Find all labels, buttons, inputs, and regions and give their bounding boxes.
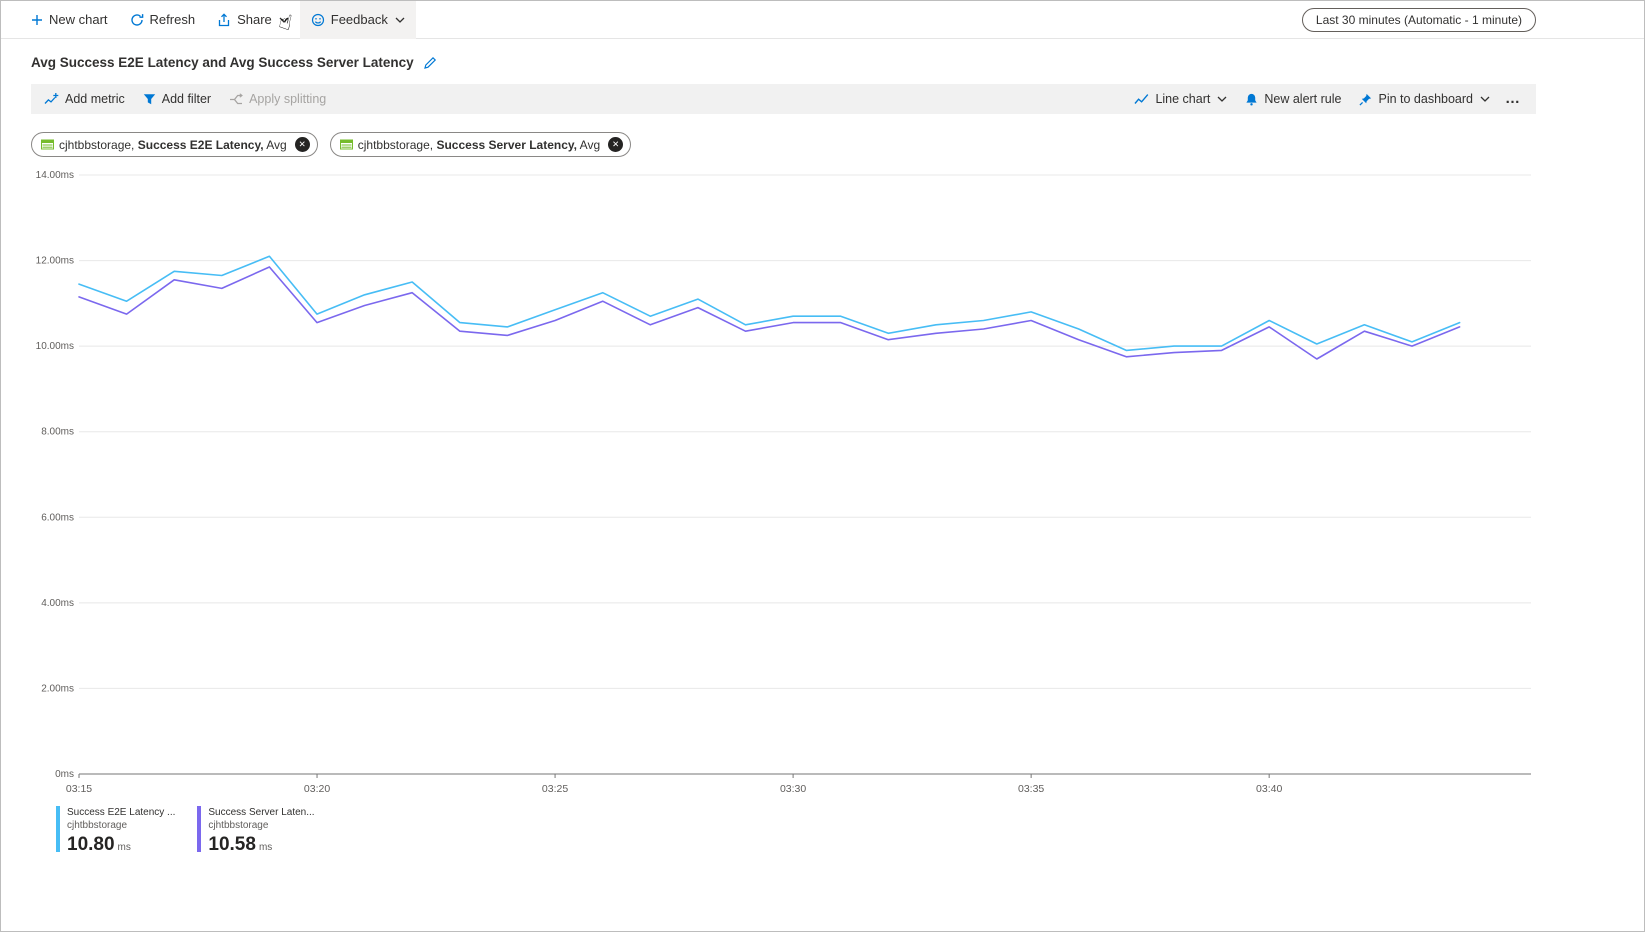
chart-toolbar: Add metric Add filter Apply splitting Li… <box>31 84 1536 114</box>
chevron-down-icon <box>1217 96 1227 102</box>
chart-type-select[interactable]: Line chart <box>1125 84 1236 114</box>
time-range-button[interactable]: Last 30 minutes (Automatic - 1 minute) <box>1301 7 1536 32</box>
pill-text: cjhtbbstorage, Success E2E Latency, Avg <box>59 138 287 152</box>
chart-area: 14.00ms 12.00ms 10.00ms 8.00ms 6.00ms 4.00ms 2… <box>31 159 1536 804</box>
legend-texts: Success Server Laten... cjhtbbstorage 10… <box>208 806 314 858</box>
x-tick-label: 03:25 <box>542 783 568 795</box>
chart-toolbar-right: Line chart New alert rule Pin to dashboa… <box>1125 84 1526 114</box>
line-chart-icon <box>1134 93 1149 105</box>
pill-resource: cjhtbbstorage, <box>357 137 434 152</box>
time-range-label: Last 30 minutes (Automatic - 1 minute) <box>1315 12 1522 27</box>
series-line-success-server-latency <box>78 266 1461 360</box>
metric-pills-row: cjhtbbstorage, Success E2E Latency, Avg … <box>1 114 1644 157</box>
legend-series-name: Success E2E Latency ... <box>67 807 176 818</box>
y-tick-label: 2.00ms <box>41 683 74 694</box>
y-tick-label: 6.00ms <box>41 512 74 523</box>
split-icon <box>229 92 243 106</box>
pin-icon <box>1359 93 1372 106</box>
command-bar: New chart Refresh Share Feedback <box>1 1 1644 39</box>
metric-pill-server[interactable]: cjhtbbstorage, Success Server Latency, A… <box>329 132 632 157</box>
chart-title: Avg Success E2E Latency and Avg Success … <box>31 55 414 70</box>
y-tick-label: 14.00ms <box>36 170 74 181</box>
x-tick-label: 03:30 <box>780 783 806 795</box>
new-alert-rule-button[interactable]: New alert rule <box>1236 84 1350 114</box>
pill-aggregation: Avg <box>266 137 287 152</box>
apply-splitting-button[interactable]: Apply splitting <box>220 84 335 114</box>
legend-value-row: 10.80 ms <box>67 833 175 858</box>
pencil-icon[interactable] <box>423 56 437 70</box>
feedback-label: Feedback <box>330 12 388 27</box>
apply-splitting-label: Apply splitting <box>249 92 327 106</box>
legend-series-name: Success Server Laten... <box>208 807 315 818</box>
pin-to-dashboard-button[interactable]: Pin to dashboard <box>1350 84 1499 114</box>
add-metric-button[interactable]: Add metric <box>35 84 134 114</box>
feedback-button[interactable]: Feedback <box>299 1 416 39</box>
legend-resource: cjhtbbstorage <box>208 820 269 831</box>
share-icon <box>217 12 231 27</box>
new-chart-button[interactable]: New chart <box>31 1 119 39</box>
legend-item-e2e[interactable]: Success E2E Latency ... cjhtbbstorage 10… <box>56 806 175 858</box>
legend-item-server[interactable]: Success Server Laten... cjhtbbstorage 10… <box>197 806 315 858</box>
circle-x-icon[interactable] <box>294 137 310 152</box>
legend-texts: Success E2E Latency ... cjhtbbstorage 10… <box>67 806 175 858</box>
y-tick-label: 4.00ms <box>41 598 74 609</box>
legend-unit: ms <box>117 842 131 853</box>
legend-value: 10.58 <box>208 834 256 855</box>
bell-icon <box>1245 93 1258 106</box>
add-filter-button[interactable]: Add filter <box>134 84 220 114</box>
legend-color-bar <box>56 806 60 852</box>
more-options-button[interactable]: … <box>1499 84 1526 114</box>
add-metric-label: Add metric <box>65 92 125 106</box>
series-line-success-e2e-latency <box>78 255 1461 352</box>
new-chart-label: New chart <box>49 12 108 27</box>
y-tick-label: 12.00ms <box>36 256 74 267</box>
legend-value-row: 10.58 ms <box>208 833 314 858</box>
pill-resource: cjhtbbstorage, <box>59 137 135 152</box>
share-label: Share <box>237 12 272 27</box>
chart-type-label: Line chart <box>1155 92 1211 106</box>
pin-to-dashboard-label: Pin to dashboard <box>1378 92 1473 106</box>
pill-text: cjhtbbstorage, Success Server Latency, A… <box>358 138 600 152</box>
refresh-button[interactable]: Refresh <box>119 1 207 39</box>
refresh-icon <box>130 13 144 27</box>
refresh-label: Refresh <box>149 12 196 27</box>
chart-legend: Success E2E Latency ... cjhtbbstorage 10… <box>31 804 1644 858</box>
storage-account-icon <box>339 138 353 151</box>
legend-value: 10.80 <box>67 834 115 855</box>
new-alert-rule-label: New alert rule <box>1264 92 1342 106</box>
pill-aggregation: Avg <box>579 137 601 152</box>
y-tick-label: 10.00ms <box>36 341 74 352</box>
latency-line-chart[interactable]: 14.00ms 12.00ms 10.00ms 8.00ms 6.00ms 4.00ms 2… <box>31 159 1538 804</box>
x-tick-label: 03:40 <box>1256 783 1282 795</box>
chart-plus-icon <box>44 92 59 106</box>
smiley-feedback-icon <box>311 13 325 27</box>
share-button[interactable]: Share <box>206 1 300 39</box>
legend-resource: cjhtbbstorage <box>67 820 128 831</box>
chevron-down-icon <box>395 17 405 23</box>
x-tick-label: 03:15 <box>66 783 92 795</box>
y-tick-label: 0ms <box>55 769 74 780</box>
circle-x-icon[interactable] <box>608 137 624 152</box>
add-filter-label: Add filter <box>161 92 212 106</box>
storage-account-icon <box>41 138 54 151</box>
plus-icon <box>31 14 43 26</box>
x-tick-label: 03:35 <box>1018 783 1044 795</box>
pill-metric: Success Server Latency, <box>436 137 577 152</box>
pill-metric: Success E2E Latency, <box>137 137 264 152</box>
ellipsis-icon: … <box>1505 90 1520 107</box>
chart-title-row: Avg Success E2E Latency and Avg Success … <box>1 39 1644 78</box>
legend-unit: ms <box>258 842 273 853</box>
chevron-down-icon <box>1480 96 1490 102</box>
metric-pill-e2e[interactable]: cjhtbbstorage, Success E2E Latency, Avg <box>31 132 318 157</box>
legend-color-bar <box>197 806 202 852</box>
y-tick-label: 8.00ms <box>41 427 74 438</box>
funnel-icon <box>143 93 156 106</box>
x-tick-label: 03:20 <box>304 783 330 795</box>
chevron-down-icon <box>279 17 289 23</box>
